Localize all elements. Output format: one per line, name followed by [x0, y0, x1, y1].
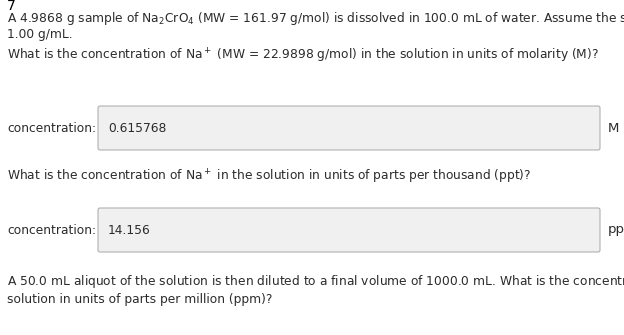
Text: concentration:: concentration: — [7, 122, 96, 134]
Text: concentration:: concentration: — [7, 223, 96, 237]
Text: 0.615768: 0.615768 — [108, 122, 167, 134]
Text: solution in units of parts per million (ppm)?: solution in units of parts per million (… — [7, 293, 272, 306]
Text: A 50.0 mL aliquot of the solution is then diluted to a final volume of 1000.0 mL: A 50.0 mL aliquot of the solution is the… — [7, 274, 624, 292]
Text: 14.156: 14.156 — [108, 223, 151, 237]
Text: 1.00 g/mL.: 1.00 g/mL. — [7, 28, 72, 41]
Text: What is the concentration of Na$^+$ (MW = 22.9898 g/mol) in the solution in unit: What is the concentration of Na$^+$ (MW … — [7, 47, 599, 65]
Text: M: M — [608, 122, 620, 134]
Text: ppt: ppt — [608, 223, 624, 237]
FancyBboxPatch shape — [98, 208, 600, 252]
Text: 7: 7 — [7, 0, 16, 13]
FancyBboxPatch shape — [98, 106, 600, 150]
Text: A 4.9868 g sample of Na$_2$CrO$_4$ (MW = 161.97 g/mol) is dissolved in 100.0 mL : A 4.9868 g sample of Na$_2$CrO$_4$ (MW =… — [7, 10, 624, 27]
Text: What is the concentration of Na$^+$ in the solution in units of parts per thousa: What is the concentration of Na$^+$ in t… — [7, 168, 532, 186]
